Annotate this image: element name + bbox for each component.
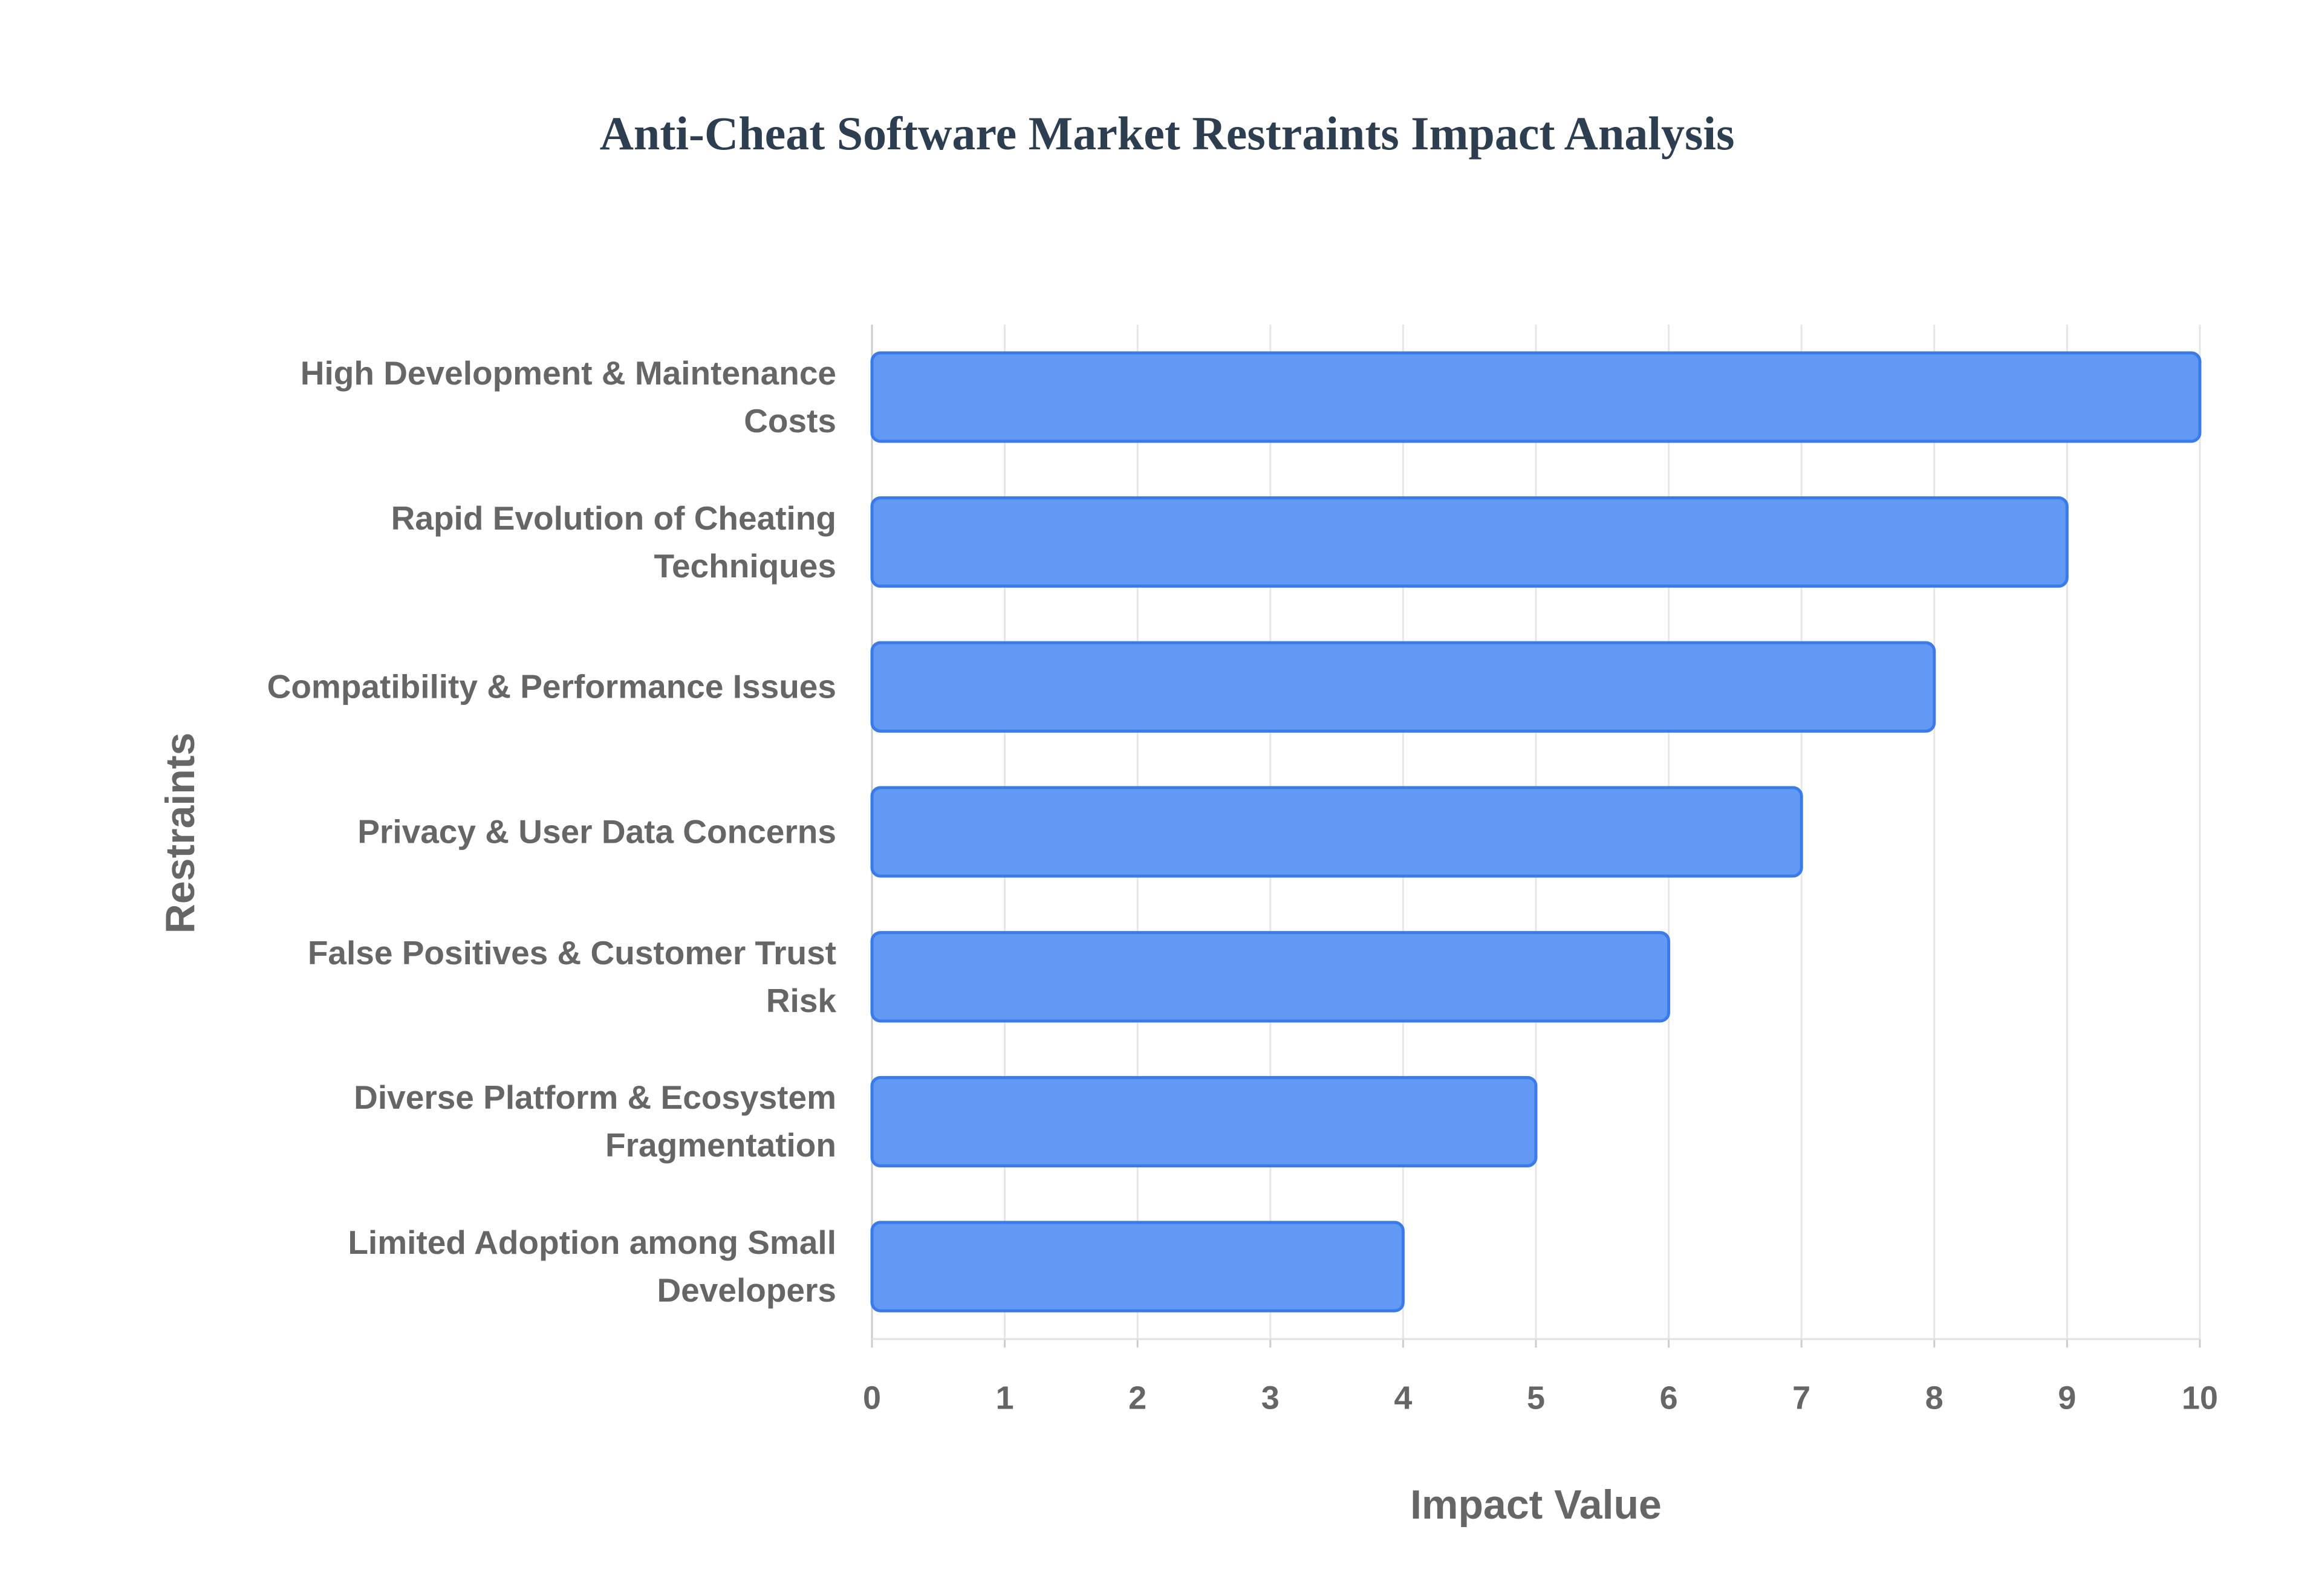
bar xyxy=(870,496,2069,588)
x-tick-label: 7 xyxy=(1792,1380,1810,1416)
x-tick-label: 10 xyxy=(2182,1380,2218,1416)
bar xyxy=(870,786,1803,878)
y-tick-label: High Development & Maintenance Costs xyxy=(300,354,836,440)
x-tick-label: 1 xyxy=(996,1380,1014,1416)
x-tick-label: 6 xyxy=(1660,1380,1678,1416)
bar xyxy=(870,1221,1405,1312)
y-tick-label: Diverse Platform & Ecosystem Fragmentati… xyxy=(354,1079,836,1164)
y-tick-label: Rapid Evolution of Cheating Techniques xyxy=(391,499,836,585)
x-axis-title: Impact Value xyxy=(1410,1482,1662,1528)
bar xyxy=(870,351,2202,443)
bar xyxy=(870,1075,1538,1168)
y-tick-label: Limited Adoption among Small Developers xyxy=(348,1224,836,1309)
x-tick-label: 8 xyxy=(1925,1380,1943,1416)
y-tick-label: False Positives & Customer Trust Risk xyxy=(307,933,836,1019)
bar xyxy=(870,641,1936,733)
x-tick-label: 2 xyxy=(1128,1380,1146,1416)
x-tick-label: 4 xyxy=(1394,1380,1412,1416)
x-tick-label: 3 xyxy=(1261,1380,1280,1416)
chart-title: Anti-Cheat Software Market Restraints Im… xyxy=(600,107,1735,160)
x-tick-label: 0 xyxy=(863,1380,881,1416)
x-tick-label: 9 xyxy=(2058,1380,2076,1416)
y-tick-label: Privacy & User Data Concerns xyxy=(357,813,836,851)
y-axis-title: Restraints xyxy=(157,733,203,934)
y-tick-label: Compatibility & Performance Issues xyxy=(267,667,836,706)
x-tick-label: 5 xyxy=(1527,1380,1545,1416)
bar xyxy=(870,931,1671,1023)
